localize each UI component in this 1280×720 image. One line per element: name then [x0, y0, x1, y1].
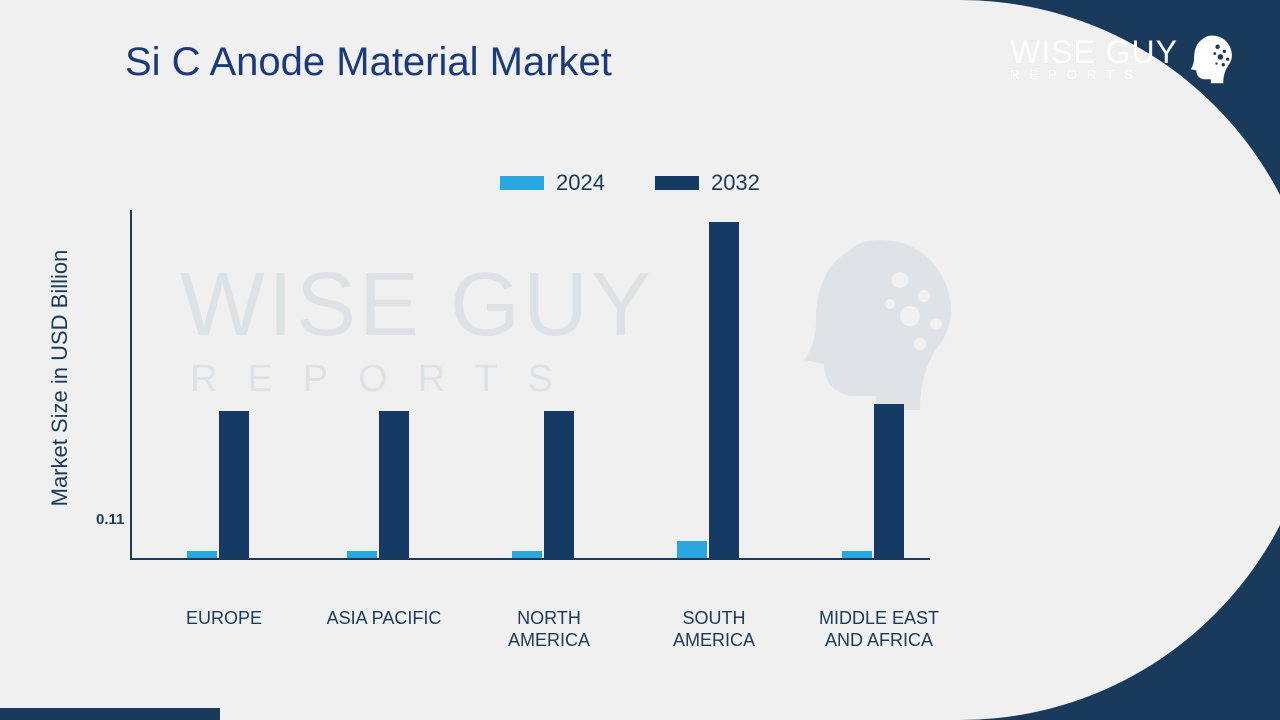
- y-axis-label: Market Size in USD Billion: [47, 250, 73, 507]
- bar-2032: [219, 411, 249, 558]
- category-label: NORTH AMERICA: [479, 608, 619, 651]
- bar-2024: [347, 551, 377, 558]
- bar-group: [187, 411, 249, 558]
- bar-2024: [677, 541, 707, 559]
- bar-group: [347, 411, 409, 558]
- chart-canvas: WISE GUY REPORTS Si C Anode Material Mar…: [0, 0, 1280, 720]
- brand-logo: WISE GUY REPORTS: [1010, 30, 1240, 86]
- legend-label-2032: 2032: [711, 170, 760, 196]
- category-label: EUROPE: [154, 608, 294, 630]
- category-label: SOUTH AMERICA: [644, 608, 784, 651]
- brand-subtitle: REPORTS: [1010, 67, 1143, 82]
- brand-name: WISE GUY: [1010, 34, 1178, 71]
- bar-2024: [512, 551, 542, 558]
- legend-item-2032: 2032: [655, 170, 760, 196]
- bar-group: [512, 411, 574, 558]
- footer-accent-bar: [0, 708, 220, 720]
- plot-region: 0.11 EUROPEASIA PACIFICNORTH AMERICASOUT…: [130, 210, 930, 560]
- bar-2032: [544, 411, 574, 558]
- bar-2024: [187, 551, 217, 558]
- bar-2032: [874, 404, 904, 558]
- legend: 2024 2032: [500, 170, 760, 196]
- chart-area: Market Size in USD Billion 2024 2032 0.1…: [60, 170, 940, 690]
- legend-label-2024: 2024: [556, 170, 605, 196]
- bar-2032: [379, 411, 409, 558]
- category-label: ASIA PACIFIC: [314, 608, 454, 630]
- chart-title: Si C Anode Material Market: [125, 40, 612, 85]
- bar-group: [677, 222, 739, 558]
- category-label: MIDDLE EAST AND AFRICA: [809, 608, 949, 651]
- bar-2024: [842, 551, 872, 558]
- brand-side-panel: [960, 0, 1280, 720]
- legend-swatch-2024: [500, 176, 544, 190]
- brand-head-icon: [1184, 30, 1240, 86]
- y-tick-label: 0.11: [96, 511, 124, 528]
- bar-group: [842, 404, 904, 558]
- bar-2032: [709, 222, 739, 558]
- legend-item-2024: 2024: [500, 170, 605, 196]
- legend-swatch-2032: [655, 176, 699, 190]
